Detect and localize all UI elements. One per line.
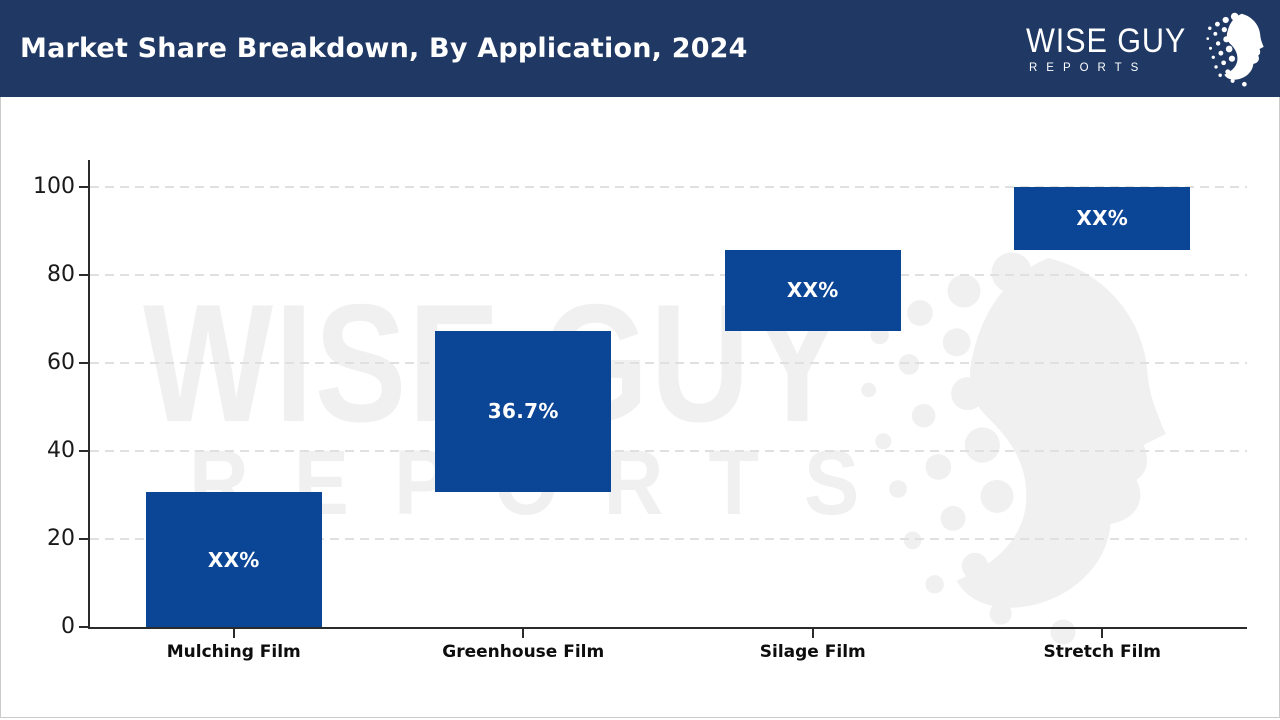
gridline-y-20 [90,537,1247,540]
header-bar: Market Share Breakdown, By Application, … [0,0,1280,97]
x-tick-label-3: Silage Film [759,642,866,662]
y-tick-80 [79,273,88,276]
x-tick-3 [811,629,814,638]
y-tick-label-60: 60 [47,349,75,375]
gridline-y-40 [90,449,1247,452]
y-tick-label-0: 0 [61,614,75,639]
bar-silage-film: XX% [724,250,901,331]
x-tick-label-1: Mulching Film [166,642,301,662]
y-tick-label-100: 100 [33,173,75,199]
watermark-dotted-head-icon [861,252,1166,645]
x-tick-4 [1101,629,1104,638]
y-tick-20 [79,537,88,540]
bar-value-label: XX% [786,278,839,303]
bar-value-label: XX% [1076,206,1129,231]
bar-value-label: 36.7% [487,399,559,424]
y-tick-60 [79,361,88,364]
dotted-head-profile-icon [1206,12,1264,87]
y-axis [88,160,90,629]
chart-panel: WISE GUY REPORTS XX%36.7%XX%XX%020406080… [0,97,1280,718]
bar-value-label: XX% [207,547,260,572]
y-tick-label-20: 20 [47,525,75,551]
gridline-y-100 [90,185,1247,188]
gridline-y-60 [90,361,1247,364]
page-title: Market Share Breakdown, By Application, … [20,33,748,64]
brand-logo: WISE GUY REPORTS [1026,11,1280,87]
y-tick-40 [79,449,88,452]
y-tick-label-40: 40 [47,437,75,463]
y-tick-0 [79,626,88,628]
brand-wordmark: WISE GUY REPORTS [1026,24,1204,74]
brand-subname: REPORTS [1028,61,1148,74]
bar-greenhouse-film: 36.7% [435,330,612,493]
y-tick-label-80: 80 [47,261,75,287]
gridline-y-80 [90,273,1247,276]
x-axis [88,626,1247,629]
bar-mulching-film: XX% [145,492,322,627]
bar-stretch-film: XX% [1014,186,1191,251]
x-tick-label-4: Stretch Film [1043,642,1162,662]
x-tick-1 [232,629,235,638]
x-tick-label-2: Greenhouse Film [442,642,605,662]
x-tick-2 [522,629,525,638]
brand-name: WISE GUY [1025,21,1187,60]
y-tick-100 [79,185,88,188]
